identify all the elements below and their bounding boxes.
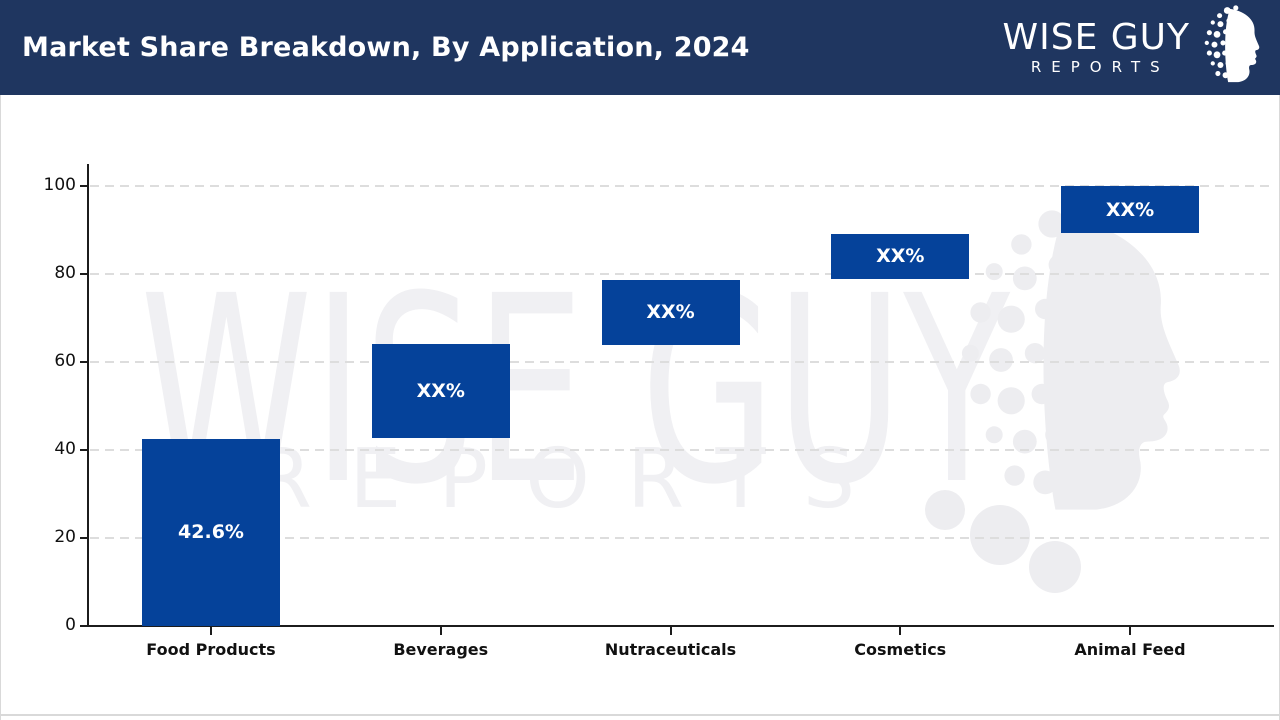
header: Market Share Breakdown, By Application, …	[0, 0, 1280, 95]
logo-face-icon	[1204, 4, 1260, 82]
bar-value-label: XX%	[646, 301, 695, 324]
x-tick	[899, 627, 902, 635]
y-tick	[80, 185, 88, 187]
gridline-20	[90, 537, 1272, 539]
y-tick-label: 100	[43, 175, 76, 195]
bar-beverages: XX%	[371, 343, 510, 439]
y-tick-label: 60	[54, 351, 76, 371]
gridline-40	[90, 449, 1272, 451]
x-tick-label: Food Products	[146, 640, 276, 659]
x-tick	[669, 627, 672, 635]
bar-food-products: 42.6%	[142, 438, 280, 626]
y-tick	[80, 537, 88, 539]
logo-line2: REPORTS	[1030, 58, 1170, 76]
y-tick-label: 0	[65, 615, 76, 635]
bar-value-label: XX%	[416, 380, 465, 403]
gridline-60	[90, 361, 1272, 363]
bar-nutraceuticals: XX%	[601, 280, 740, 345]
y-tick-label: 80	[54, 263, 76, 283]
plot-area: 0 20 40 60 80 100 42.6% Food Products XX% Beverag…	[0, 95, 1280, 720]
bar-value-label: XX%	[1105, 198, 1155, 221]
page-border-left	[0, 95, 1, 720]
x-tick-label: Beverages	[393, 640, 489, 659]
x-tick	[439, 627, 442, 635]
x-tick-label: Nutraceuticals	[604, 640, 737, 659]
y-tick-label: 40	[54, 439, 76, 459]
chart-area: WISE GUY REPORTS 0 20 40 60 80 100 42.6% Food P…	[0, 95, 1280, 720]
bar-value-label: 42.6%	[178, 521, 244, 544]
x-tick-label: Animal Feed	[1074, 640, 1186, 659]
y-tick	[80, 625, 88, 627]
y-axis-line	[87, 164, 89, 627]
page-title: Market Share Breakdown, By Application, …	[22, 32, 750, 63]
y-tick-label: 20	[54, 527, 76, 547]
gridline-100	[90, 185, 1272, 187]
gridline-80	[90, 273, 1272, 275]
x-tick-label: Cosmetics	[854, 640, 947, 659]
bar-animal-feed: XX%	[1061, 186, 1199, 234]
wise-guy-logo: WISE GUY REPORTS	[1003, 2, 1267, 94]
bar-value-label: XX%	[876, 245, 925, 268]
page-border-bottom	[0, 714, 1280, 716]
x-tick	[210, 627, 212, 635]
logo-wordmark: WISE GUY REPORTS	[1002, 17, 1191, 77]
logo-line1: WISE GUY	[1002, 17, 1190, 58]
y-tick	[80, 361, 88, 363]
x-axis-line	[87, 625, 1274, 627]
y-tick	[80, 449, 88, 451]
x-tick	[1129, 627, 1131, 635]
bar-cosmetics: XX%	[831, 233, 970, 279]
y-tick	[80, 273, 88, 275]
